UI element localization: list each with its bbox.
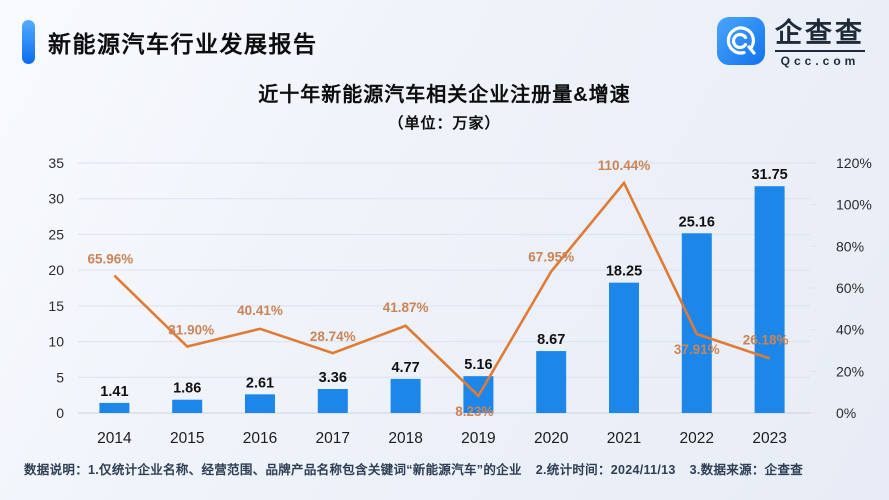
x-axis-label: 2015 (170, 430, 204, 447)
qcc-logo-icon (716, 16, 766, 71)
notes-label: 数据说明： (24, 463, 89, 477)
x-axis-label: 2018 (388, 430, 422, 447)
bar-2018 (390, 378, 421, 413)
bar-value-label: 3.36 (319, 370, 347, 386)
qcc-logo-text: 企查查 Qcc.com (775, 18, 865, 68)
y-axis-left-tick-label: 30 (48, 191, 64, 207)
bar-value-label: 8.67 (537, 332, 565, 348)
y-axis-left-tick-label: 5 (56, 369, 64, 385)
bar-2020 (536, 351, 567, 413)
bar-2017 (317, 389, 348, 413)
title-accent-bar (22, 20, 35, 64)
y-axis-right-tick-label: 20% (836, 363, 864, 379)
bar-value-label: 18.25 (606, 264, 642, 280)
bar-value-label: 1.86 (173, 381, 201, 397)
y-axis-left-tick-label: 35 (48, 155, 64, 171)
x-axis-label: 2023 (752, 430, 786, 447)
x-axis-label: 2022 (680, 430, 714, 447)
report-title: 新能源汽车行业发展报告 (48, 31, 318, 57)
y-axis-right-tick-label: 0% (836, 405, 856, 421)
y-axis-left-tick-label: 15 (48, 298, 64, 314)
y-axis-right-tick-label: 80% (836, 238, 864, 254)
growth-value-label: 37.91% (674, 342, 720, 357)
bar-value-label: 1.41 (100, 384, 128, 400)
bar-value-label: 2.61 (246, 375, 274, 391)
note-statistics-scope: 1.仅统计企业名称、经营范围、品牌产品名称包含关键词“新能源汽车”的企业 (88, 463, 522, 477)
x-axis-label: 2021 (607, 430, 641, 447)
qcc-logo-domain: Qcc.com (775, 49, 865, 68)
bar-2021 (609, 282, 639, 413)
growth-value-label: 28.74% (310, 329, 356, 344)
qcc-logo: 企查查 Qcc.com (716, 16, 865, 71)
y-axis-left-tick-label: 20 (48, 262, 64, 278)
chart-title: 近十年新能源汽车相关企业注册量&增速 (258, 84, 631, 106)
report-title-block: 新能源汽车行业发展报告 (22, 20, 318, 64)
bar-2014 (99, 402, 130, 413)
growth-value-label: 26.18% (743, 332, 789, 347)
bar-value-label: 4.77 (391, 360, 419, 376)
x-axis-label: 2016 (243, 430, 277, 447)
note-data-source: 3.数据来源：企查查 (689, 463, 804, 477)
growth-value-label: 110.44% (598, 158, 651, 173)
growth-value-label: 65.96% (88, 252, 134, 267)
qcc-logo-name: 企查查 (775, 18, 865, 49)
x-axis-label: 2014 (97, 430, 132, 447)
growth-value-label: 40.41% (237, 303, 283, 318)
report-header: 新能源汽车行业发展报告 企查查 Qcc.com (0, 0, 889, 68)
chart-title-block: 近十年新能源汽车相关企业注册量&增速 （单位：万家） (0, 78, 889, 133)
bar-2015 (172, 399, 203, 413)
bar-2016 (245, 394, 275, 413)
bar-value-label: 31.75 (751, 167, 787, 183)
growth-value-label: 67.95% (528, 249, 574, 264)
chart-subtitle: （单位：万家） (388, 115, 501, 132)
combo-chart: 0 5 10 15 20 25 30 35 0% 20% 40% 60% 80% 100% 120% 2014… (48, 155, 872, 447)
x-axis-label: 2017 (316, 430, 350, 447)
y-axis-left-tick-label: 25 (48, 226, 64, 242)
y-axis-right-tick-label: 40% (836, 322, 864, 338)
growth-value-label: 31.90% (168, 323, 214, 338)
growth-value-label: 8.23% (455, 404, 493, 419)
growth-value-label: 41.87% (383, 300, 429, 315)
growth-line (113, 180, 771, 398)
y-axis-right-tick-label: 60% (836, 280, 864, 296)
data-notes: 数据说明：1.仅统计企业名称、经营范围、品牌产品名称包含关键词“新能源汽车”的企… (0, 449, 889, 478)
y-axis-right-tick-label: 120% (836, 155, 872, 171)
x-axis-label: 2020 (534, 430, 569, 447)
bar-value-label: 5.16 (464, 357, 492, 373)
bar-2023 (754, 186, 785, 413)
bar-value-label: 25.16 (679, 214, 715, 230)
note-statistics-time: 2.统计时间：2024/11/13 (535, 463, 676, 477)
x-axis-label: 2019 (461, 430, 495, 447)
y-axis-right-tick-label: 100% (836, 197, 872, 213)
y-axis-left-tick-label: 0 (56, 405, 64, 421)
y-axis-left-tick-label: 10 (48, 334, 64, 350)
bar-2022 (681, 233, 712, 413)
